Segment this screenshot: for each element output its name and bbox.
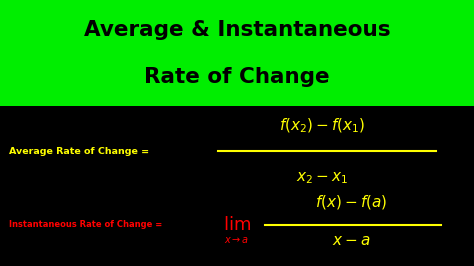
FancyBboxPatch shape: [0, 0, 474, 106]
Text: $x\rightarrow a$: $x\rightarrow a$: [224, 235, 250, 246]
Text: $f(x_2) - f(x_1)$: $f(x_2) - f(x_1)$: [279, 116, 365, 135]
Text: $\lim$: $\lim$: [223, 215, 251, 234]
Text: $x_2 - x_1$: $x_2 - x_1$: [296, 170, 348, 186]
Text: Instantaneous Rate of Change =: Instantaneous Rate of Change =: [9, 220, 163, 229]
Text: Average & Instantaneous: Average & Instantaneous: [84, 20, 390, 40]
Text: $x - a$: $x - a$: [331, 233, 370, 248]
Text: Average Rate of Change =: Average Rate of Change =: [9, 147, 150, 156]
Text: Rate of Change: Rate of Change: [144, 66, 330, 87]
Text: $f(x) - f(a)$: $f(x) - f(a)$: [315, 193, 387, 211]
